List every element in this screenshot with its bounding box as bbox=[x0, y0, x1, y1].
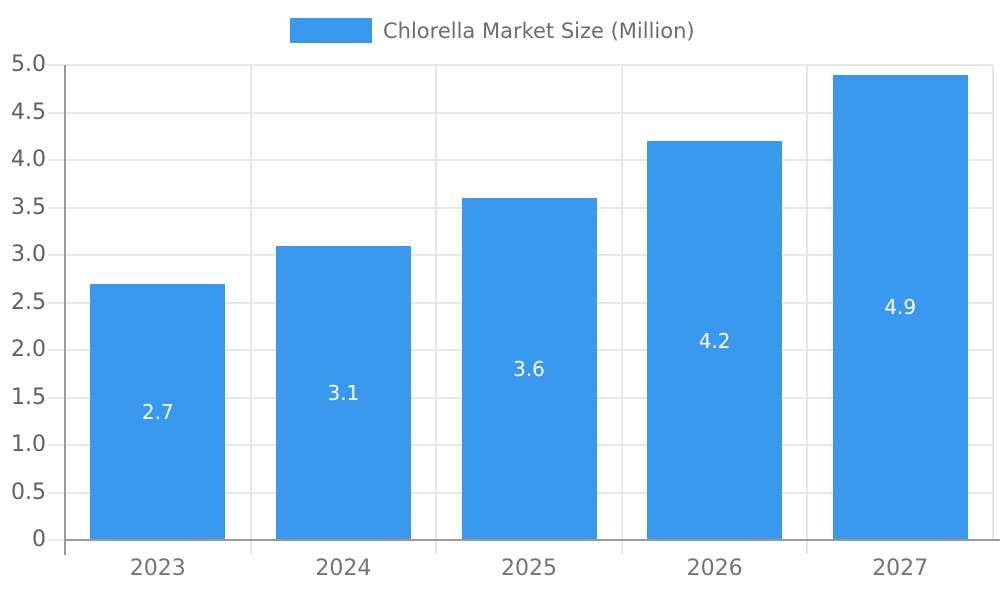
y-gridline bbox=[48, 64, 993, 66]
x-axis-label: 2026 bbox=[686, 556, 743, 581]
bar bbox=[647, 141, 783, 540]
bar-value-label: 3.1 bbox=[327, 380, 360, 405]
x-gridline bbox=[249, 65, 252, 554]
y-axis-label: 3.5 bbox=[11, 194, 46, 220]
bar-value-label: 4.9 bbox=[884, 295, 917, 320]
y-axis-label: 2.0 bbox=[11, 337, 46, 362]
bar bbox=[461, 198, 597, 540]
y-gridline bbox=[48, 159, 993, 161]
x-gridline bbox=[435, 65, 438, 554]
y-axis-label: 0 bbox=[32, 527, 46, 552]
legend-label: Chlorella Market Size (Million) bbox=[383, 19, 695, 43]
x-axis-label: 2025 bbox=[500, 556, 557, 581]
y-axis-label: 1.0 bbox=[11, 432, 46, 457]
y-axis-label: 4.5 bbox=[11, 99, 46, 125]
x-axis-label: 2027 bbox=[872, 556, 929, 581]
y-gridline bbox=[48, 111, 993, 114]
x-axis-label: 2024 bbox=[315, 556, 372, 581]
y-axis-line bbox=[64, 65, 66, 555]
legend-swatch-icon bbox=[290, 18, 372, 43]
bar bbox=[275, 245, 411, 540]
y-axis-label: 2.5 bbox=[11, 289, 46, 315]
y-axis-label: 5.0 bbox=[11, 52, 46, 77]
y-axis-tick bbox=[48, 539, 65, 541]
bar bbox=[90, 283, 226, 540]
bar-value-label: 3.6 bbox=[513, 357, 545, 381]
bar-value-label: 4.2 bbox=[698, 328, 731, 353]
x-axis-label: 2023 bbox=[129, 556, 186, 581]
y-axis-label: 3.0 bbox=[11, 242, 46, 267]
x-gridline bbox=[620, 65, 623, 554]
bar-value-label: 2.7 bbox=[141, 399, 174, 424]
x-axis-line bbox=[65, 539, 1000, 541]
bar bbox=[832, 74, 968, 540]
x-gridline bbox=[806, 65, 809, 554]
plot-right-border bbox=[992, 65, 994, 540]
y-axis-label: 1.5 bbox=[11, 384, 46, 410]
y-axis-label: 4.0 bbox=[11, 147, 46, 172]
y-axis-label: 0.5 bbox=[11, 479, 46, 505]
